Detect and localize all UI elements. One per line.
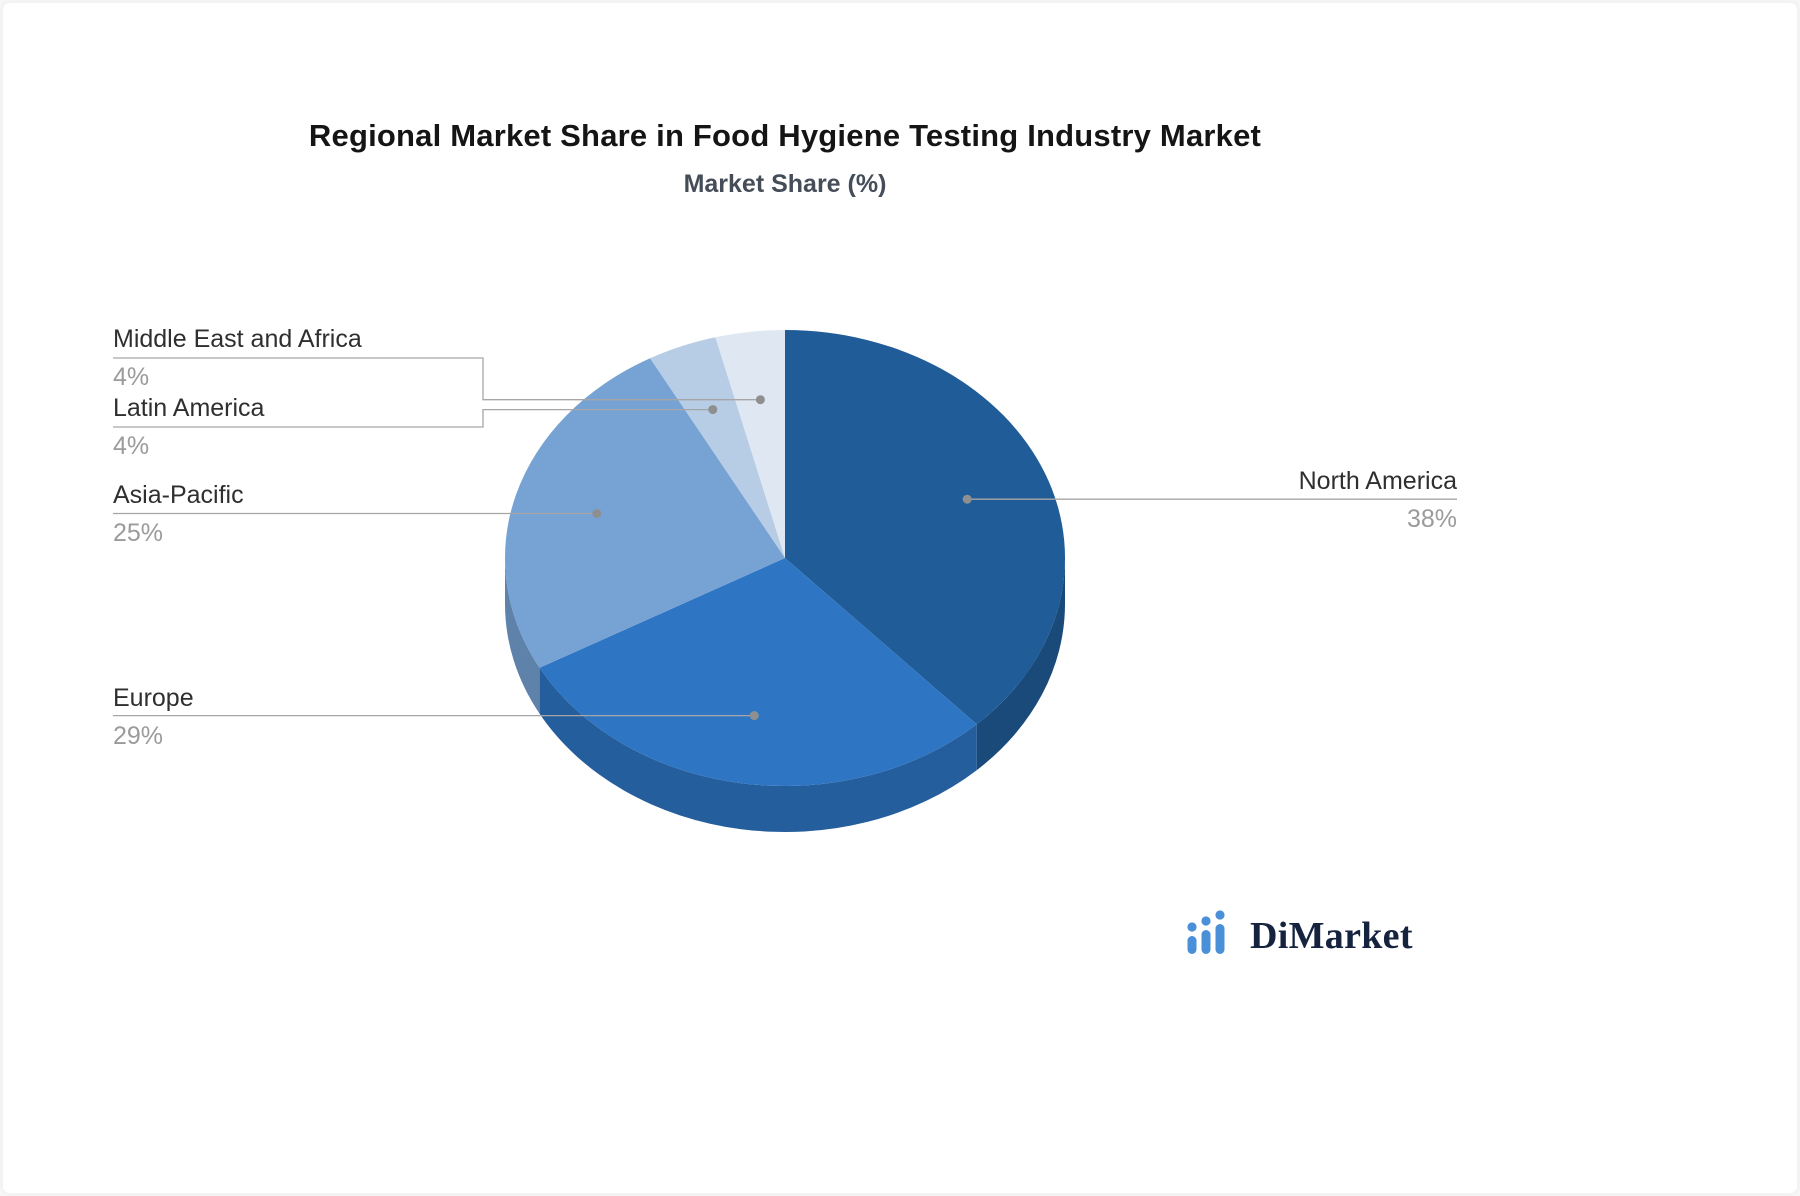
brand-name: DiMarket <box>1250 914 1413 957</box>
slice-name: Middle East and Africa <box>113 325 362 353</box>
slice-name: North America <box>1298 467 1457 495</box>
chart-subtitle: Market Share (%) <box>683 170 887 198</box>
brand-logo: DiMarket <box>1185 908 1413 963</box>
slice-name: Latin America <box>113 394 265 422</box>
chart-title: Regional Market Share in Food Hygiene Te… <box>308 118 1262 153</box>
chart-header: Regional Market Share in Food Hygiene Te… <box>0 0 1570 199</box>
bar-chart-dots-icon <box>1185 908 1237 963</box>
slice-label-north-america: North America 38% <box>1299 466 1457 534</box>
slice-value: 4% <box>113 432 150 460</box>
slice-value: 25% <box>113 519 164 547</box>
slice-name: Europe <box>113 684 194 712</box>
slice-name: Asia-Pacific <box>113 481 244 509</box>
slice-label-latin-america: Latin America 4% <box>113 393 264 461</box>
slice-value: 29% <box>113 722 164 750</box>
slice-label-europe: Europe 29% <box>113 683 194 751</box>
slice-label-asia-pacific: Asia-Pacific 25% <box>113 480 244 548</box>
slice-label-middle-east-and-africa: Middle East and Africa 4% <box>113 324 362 392</box>
slice-value: 38% <box>1406 505 1457 533</box>
slice-value: 4% <box>113 363 150 391</box>
